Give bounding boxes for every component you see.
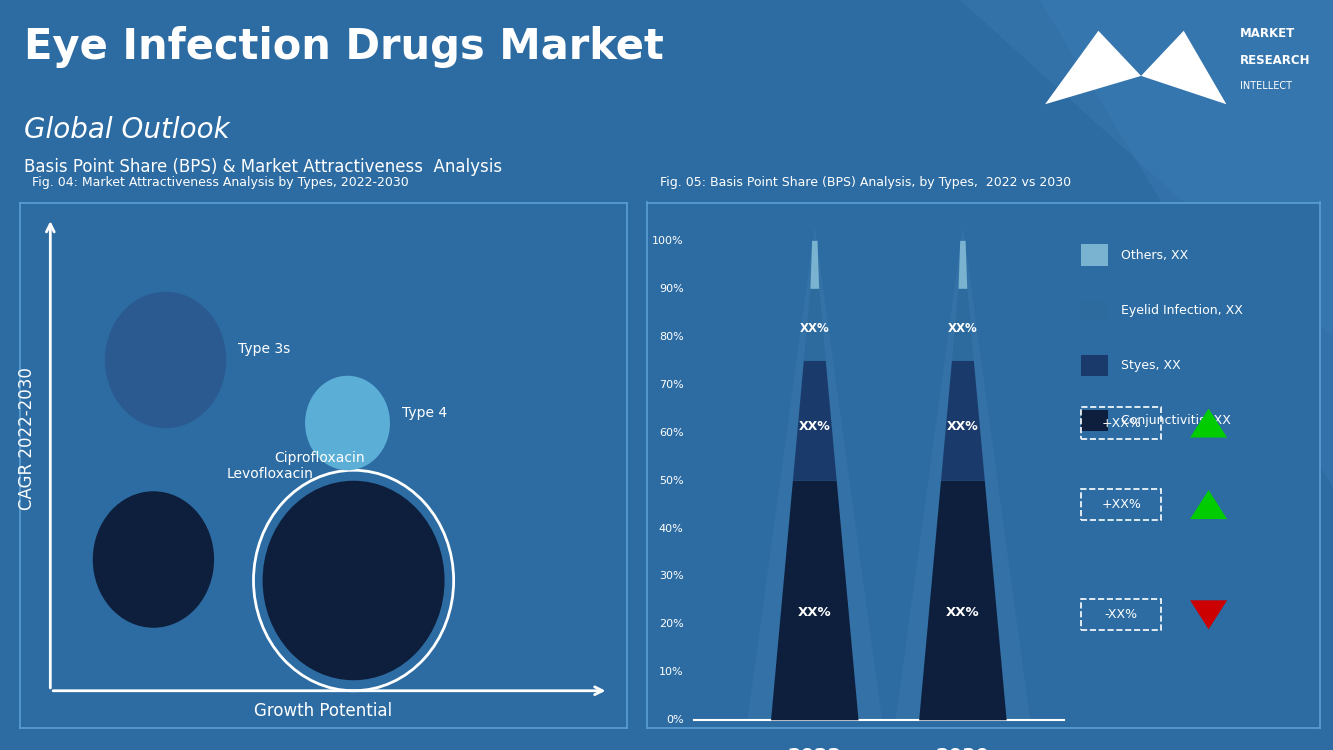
Text: 2022: 2022: [788, 747, 842, 750]
Text: 40%: 40%: [659, 524, 684, 533]
Text: Levofloxacin: Levofloxacin: [227, 466, 313, 481]
Ellipse shape: [263, 481, 445, 680]
Text: 50%: 50%: [659, 476, 684, 485]
Polygon shape: [770, 481, 858, 720]
Text: XX%: XX%: [946, 420, 978, 434]
Text: Ciprofloxacin: Ciprofloxacin: [275, 451, 365, 465]
Polygon shape: [952, 289, 974, 361]
Polygon shape: [958, 241, 968, 289]
Text: XX%: XX%: [800, 322, 829, 334]
Text: XX%: XX%: [946, 606, 980, 619]
Polygon shape: [1190, 490, 1228, 519]
Text: CAGR 2022-2030: CAGR 2022-2030: [19, 368, 36, 510]
Polygon shape: [1190, 409, 1228, 437]
Polygon shape: [826, 0, 1333, 488]
Text: 2030: 2030: [936, 747, 990, 750]
FancyBboxPatch shape: [1081, 355, 1108, 376]
Text: XX%: XX%: [798, 606, 832, 619]
Text: Type 4: Type 4: [403, 406, 448, 419]
Text: +XX%: +XX%: [1101, 498, 1141, 511]
Text: XX%: XX%: [798, 420, 830, 434]
Text: Conjunctivitis, XX: Conjunctivitis, XX: [1121, 414, 1230, 428]
Text: Growth Potential: Growth Potential: [255, 702, 392, 720]
Polygon shape: [748, 226, 882, 720]
Text: 100%: 100%: [652, 236, 684, 246]
Text: Others, XX: Others, XX: [1121, 249, 1188, 262]
Ellipse shape: [105, 292, 227, 428]
Text: -XX%: -XX%: [1105, 608, 1137, 621]
Polygon shape: [804, 289, 825, 361]
Polygon shape: [920, 481, 1006, 720]
Text: RESEARCH: RESEARCH: [1240, 54, 1310, 67]
FancyBboxPatch shape: [1081, 410, 1108, 431]
Text: Styes, XX: Styes, XX: [1121, 359, 1181, 372]
Text: 70%: 70%: [659, 380, 684, 390]
Text: MARKET: MARKET: [1240, 28, 1294, 40]
Polygon shape: [1190, 600, 1228, 629]
Text: Basis Point Share (BPS) & Market Attractiveness  Analysis: Basis Point Share (BPS) & Market Attract…: [24, 158, 503, 176]
Polygon shape: [960, 0, 1333, 338]
Text: 90%: 90%: [659, 284, 684, 294]
Polygon shape: [1045, 31, 1141, 104]
Text: Fig. 04: Market Attractiveness Analysis by Types, 2022-2030: Fig. 04: Market Attractiveness Analysis …: [32, 176, 409, 190]
Text: Eye Infection Drugs Market: Eye Infection Drugs Market: [24, 26, 664, 68]
Text: Type 3s: Type 3s: [239, 343, 291, 356]
FancyBboxPatch shape: [1081, 244, 1108, 266]
Text: 30%: 30%: [659, 572, 684, 581]
Text: Eyelid Infection, XX: Eyelid Infection, XX: [1121, 304, 1242, 317]
Ellipse shape: [93, 491, 215, 628]
Text: 80%: 80%: [659, 332, 684, 342]
Text: 0%: 0%: [666, 716, 684, 725]
Text: Global Outlook: Global Outlook: [24, 116, 229, 144]
Text: +XX%: +XX%: [1101, 416, 1141, 430]
Text: 60%: 60%: [659, 427, 684, 438]
Polygon shape: [896, 226, 1030, 720]
Text: 10%: 10%: [659, 668, 684, 677]
Text: 20%: 20%: [659, 620, 684, 629]
Polygon shape: [1141, 31, 1226, 104]
Text: Fig. 05: Basis Point Share (BPS) Analysis, by Types,  2022 vs 2030: Fig. 05: Basis Point Share (BPS) Analysi…: [660, 176, 1072, 190]
FancyBboxPatch shape: [1081, 299, 1108, 321]
Polygon shape: [941, 361, 985, 481]
Polygon shape: [810, 241, 820, 289]
Ellipse shape: [305, 376, 391, 470]
Polygon shape: [793, 361, 837, 481]
Text: XX%: XX%: [948, 322, 978, 334]
Text: INTELLECT: INTELLECT: [1240, 82, 1292, 92]
